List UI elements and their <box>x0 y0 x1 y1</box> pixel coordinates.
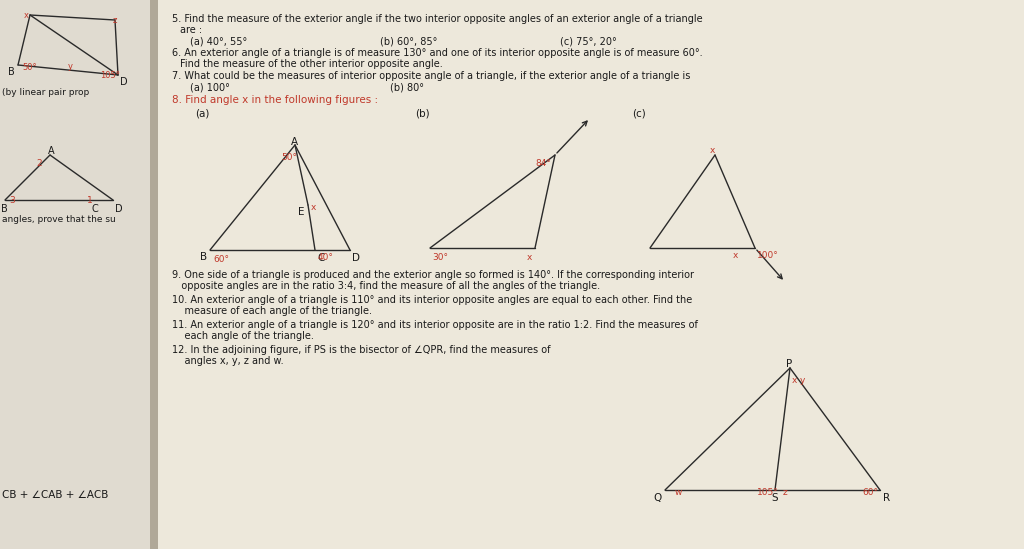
Text: 8. Find angle x in the following figures :: 8. Find angle x in the following figures… <box>172 95 378 105</box>
Text: angles x, y, z and w.: angles x, y, z and w. <box>172 356 284 366</box>
Text: CB + ∠CAB + ∠ACB: CB + ∠CAB + ∠ACB <box>2 490 109 500</box>
Text: B: B <box>8 67 14 77</box>
Text: opposite angles are in the ratio 3:4, find the measure of all the angles of the : opposite angles are in the ratio 3:4, fi… <box>172 281 600 291</box>
Text: (a) 100°: (a) 100° <box>190 83 229 93</box>
Text: 50°: 50° <box>22 63 37 72</box>
Text: (c) 75°, 20°: (c) 75°, 20° <box>560 36 616 46</box>
Text: angles, prove that the su: angles, prove that the su <box>2 215 116 224</box>
Text: (by linear pair prop: (by linear pair prop <box>2 88 89 97</box>
Text: D: D <box>352 253 360 263</box>
Text: (b) 60°, 85°: (b) 60°, 85° <box>380 36 437 46</box>
Text: 10. An exterior angle of a triangle is 110° and its interior opposite angles are: 10. An exterior angle of a triangle is 1… <box>172 295 692 305</box>
Text: (c): (c) <box>632 108 646 118</box>
Text: y: y <box>800 376 805 385</box>
Text: Find the measure of the other interior opposite angle.: Find the measure of the other interior o… <box>180 59 442 69</box>
Text: D: D <box>120 77 128 87</box>
Text: measure of each angle of the triangle.: measure of each angle of the triangle. <box>172 306 372 316</box>
Text: Q: Q <box>653 493 662 503</box>
Text: 3: 3 <box>9 196 14 205</box>
Text: x: x <box>792 376 798 385</box>
Text: 50°: 50° <box>281 153 297 162</box>
Text: 84°: 84° <box>535 159 551 168</box>
Text: x: x <box>24 11 29 20</box>
Text: C: C <box>317 253 325 263</box>
Text: x: x <box>311 203 316 212</box>
Text: are :: are : <box>180 25 202 35</box>
Text: C: C <box>91 204 97 214</box>
Text: A: A <box>291 137 298 147</box>
Bar <box>155 0 1024 549</box>
Text: 1: 1 <box>87 196 93 205</box>
Text: B: B <box>200 252 207 262</box>
Text: z: z <box>783 488 787 497</box>
Text: 30°: 30° <box>432 253 449 262</box>
Text: 12. In the adjoining figure, if PS is the bisector of ∠QPR, find the measures of: 12. In the adjoining figure, if PS is th… <box>172 345 551 355</box>
Bar <box>150 0 158 549</box>
Text: x: x <box>527 253 532 262</box>
Text: 7. What could be the measures of interior opposite angle of a triangle, if the e: 7. What could be the measures of interio… <box>172 71 690 81</box>
Text: A: A <box>48 146 54 156</box>
Text: 40°: 40° <box>318 253 334 262</box>
Text: 9. One side of a triangle is produced and the exterior angle so formed is 140°. : 9. One side of a triangle is produced an… <box>172 270 694 280</box>
Text: 100°: 100° <box>757 251 778 260</box>
Text: z: z <box>113 16 118 25</box>
Bar <box>0 0 155 549</box>
Text: 2: 2 <box>36 159 42 168</box>
Text: 6. An exterior angle of a triangle is of measure 130° and one of its interior op: 6. An exterior angle of a triangle is of… <box>172 48 702 58</box>
Text: (a) 40°, 55°: (a) 40°, 55° <box>190 36 247 46</box>
Text: x: x <box>710 146 716 155</box>
Text: 60°: 60° <box>213 255 229 264</box>
Text: 105°: 105° <box>757 488 778 497</box>
Text: x: x <box>733 251 738 260</box>
Text: 105°: 105° <box>100 71 120 80</box>
Text: S: S <box>771 493 777 503</box>
Text: y: y <box>68 62 73 71</box>
Text: w: w <box>675 488 682 497</box>
Text: 60°: 60° <box>862 488 878 497</box>
Text: B: B <box>1 204 8 214</box>
Text: D: D <box>115 204 123 214</box>
Text: P: P <box>786 359 793 369</box>
Text: 11. An exterior angle of a triangle is 120° and its interior opposite are in the: 11. An exterior angle of a triangle is 1… <box>172 320 698 330</box>
Text: (b) 80°: (b) 80° <box>390 83 424 93</box>
Text: E: E <box>298 207 304 217</box>
Text: (a): (a) <box>195 108 209 118</box>
Text: (b): (b) <box>415 108 430 118</box>
Text: 5. Find the measure of the exterior angle if the two interior opposite angles of: 5. Find the measure of the exterior angl… <box>172 14 702 24</box>
Text: R: R <box>883 493 890 503</box>
Text: each angle of the triangle.: each angle of the triangle. <box>172 331 314 341</box>
